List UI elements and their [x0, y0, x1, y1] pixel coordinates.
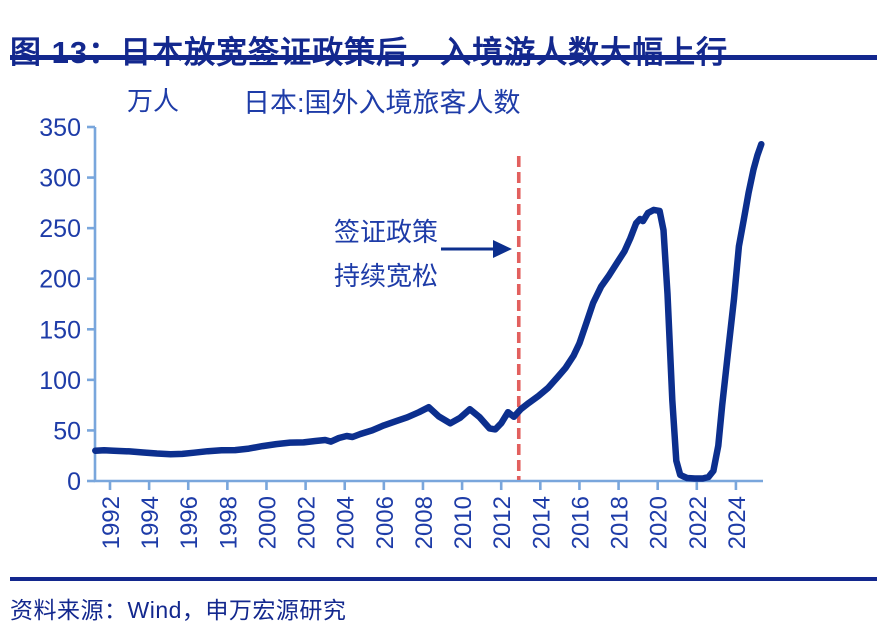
y-tick-label: 300: [39, 165, 81, 193]
x-tick-label: 2012: [489, 496, 516, 549]
annotation-line-2: 持续宽松: [334, 261, 438, 291]
annotation-arrow-head-icon: [493, 240, 512, 258]
x-tick-label: 1998: [215, 496, 242, 549]
figure-title: 图 13：日本放宽签证政策后，入境游人数大幅上行: [10, 34, 729, 70]
x-tick-label: 2000: [254, 496, 281, 549]
x-tick-label: 1996: [176, 496, 203, 549]
y-tick-label: 50: [53, 417, 81, 445]
x-tick-label: 2010: [450, 496, 477, 549]
title-underline-rule: [10, 55, 877, 60]
x-tick-label: 2018: [607, 496, 634, 549]
y-tick-label: 250: [39, 215, 81, 243]
x-tick-label: 2008: [411, 496, 438, 549]
x-tick-label: 2002: [294, 496, 321, 549]
annotation-line-1: 签证政策: [334, 217, 438, 247]
x-tick-label: 2014: [528, 496, 555, 549]
line-chart: 万人 日本:国外入境旅客人数 0 50 100 150 200 250 300 350 1992 19…: [39, 86, 765, 549]
x-tick-label: 1994: [137, 496, 164, 549]
x-tick-label: 2024: [724, 496, 751, 549]
y-tick-label: 150: [39, 316, 81, 344]
chart-title: 日本:国外入境旅客人数: [243, 88, 521, 118]
y-tick-label: 200: [39, 266, 81, 294]
x-tick-label: 1992: [98, 496, 125, 549]
footer-rule: [10, 577, 877, 581]
x-tick-label: 2022: [685, 496, 712, 549]
y-tick-label: 100: [39, 367, 81, 395]
x-tick-label: 2004: [333, 496, 360, 549]
y-tick-label: 350: [39, 114, 81, 142]
source-note: 资料来源：Wind，申万宏源研究: [10, 597, 347, 623]
visitors-line-series: [92, 140, 765, 482]
x-tick-label: 2020: [646, 496, 673, 549]
x-tick-label: 2016: [567, 496, 594, 549]
axes: [93, 127, 763, 483]
y-tick-label: 0: [67, 468, 81, 496]
unit-label: 万人: [127, 86, 179, 116]
x-tick-label: 2006: [372, 496, 399, 549]
